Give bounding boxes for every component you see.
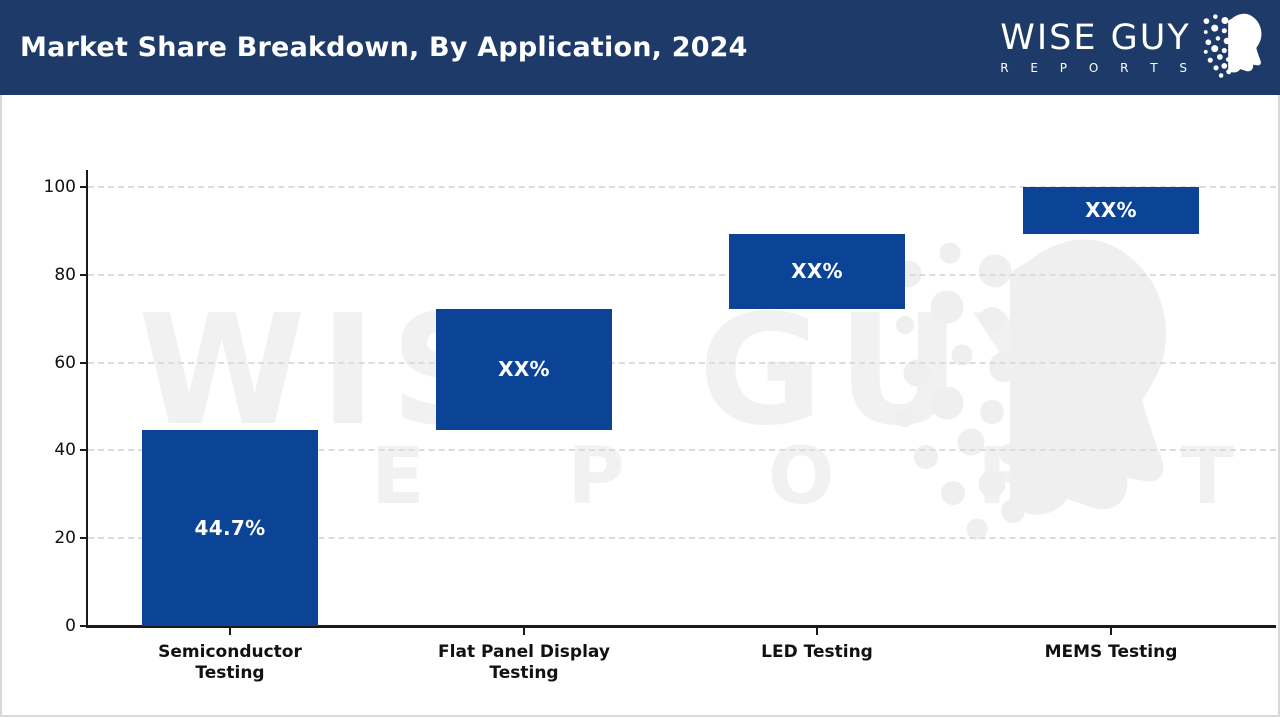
brand-logo: WISE GUY R E P O R T S [1000,9,1264,87]
dotted-head-profile-icon [1200,9,1264,87]
x-tick-mark-led-testing [816,627,818,635]
gridline-100 [88,186,1276,188]
bar-mems-testing: XX% [1023,187,1199,234]
category-label-mems-testing: MEMS Testing [976,642,1246,663]
bar-value-label-mems-testing: XX% [1085,198,1137,223]
x-tick-mark-flat-panel-display-testing [523,627,525,635]
header: Market Share Breakdown, By Application, … [0,0,1280,95]
y-tick-label-40: 40 [54,440,76,461]
x-tick-mark-semiconductor-testing [229,627,231,635]
bar-flat-panel-display-testing: XX% [436,308,612,430]
y-tick-mark-0 [80,625,88,627]
category-label-line: Flat Panel Display [438,642,610,662]
y-tick-mark-80 [80,273,88,276]
y-tick-mark-100 [80,186,88,188]
page-title: Market Share Breakdown, By Application, … [20,32,748,63]
category-label-flat-panel-display-testing: Flat Panel Display Testing [389,642,659,684]
y-tick-label-100: 100 [43,177,76,197]
y-axis [86,170,88,628]
gridline-60 [88,361,1276,364]
gridline-80 [88,273,1276,276]
category-label-line: Testing [489,663,559,683]
bar-value-label-semiconductor-testing: 44.7% [194,515,266,540]
bar-led-testing: XX% [729,233,905,309]
gridline-20 [88,537,1276,540]
x-axis [86,625,1276,628]
y-tick-label-60: 60 [54,352,76,373]
y-tick-mark-40 [80,449,88,452]
x-tick-mark-mems-testing [1110,627,1112,635]
category-label-semiconductor-testing: Semiconductor Testing [95,642,365,684]
category-label-led-testing: LED Testing [682,642,952,663]
bar-value-label-led-testing: XX% [791,259,843,284]
category-label-line: LED Testing [761,642,873,662]
category-label-line: Semiconductor [158,642,302,662]
y-tick-label-80: 80 [54,264,76,285]
logo-wordmark: WISE GUY [1000,17,1191,58]
bar-value-label-flat-panel-display-testing: XX% [498,357,550,382]
bar-semiconductor-testing: 44.7% [142,429,318,626]
logo-subtitle: R E P O R T S [1000,60,1196,75]
gridline-40 [88,449,1276,452]
brand-logo-text: WISE GUY R E P O R T S [1000,17,1196,75]
category-label-line: Testing [195,663,265,683]
y-tick-label-20: 20 [54,528,76,549]
y-tick-label-0: 0 [65,616,76,636]
category-label-line: MEMS Testing [1044,642,1178,662]
y-tick-mark-60 [80,361,88,364]
y-tick-mark-20 [80,537,88,540]
